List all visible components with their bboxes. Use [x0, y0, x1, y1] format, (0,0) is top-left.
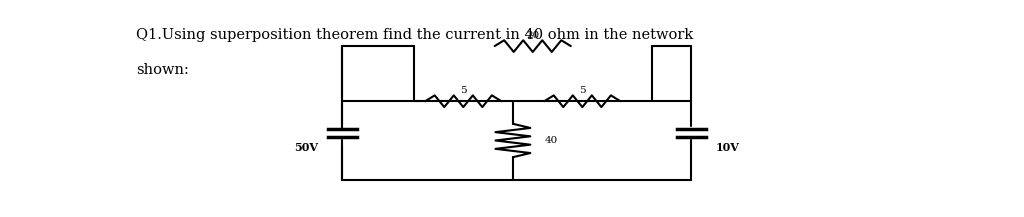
Text: 50V: 50V	[295, 142, 318, 153]
Text: 5: 5	[579, 86, 586, 95]
Text: 5: 5	[460, 86, 467, 95]
Text: shown:: shown:	[136, 63, 188, 77]
Text: 20: 20	[526, 31, 540, 40]
Text: Q1.Using superposition theorem find the current in 40 ohm in the network: Q1.Using superposition theorem find the …	[136, 28, 693, 42]
Text: 10V: 10V	[715, 142, 739, 153]
Text: 40: 40	[545, 136, 558, 145]
